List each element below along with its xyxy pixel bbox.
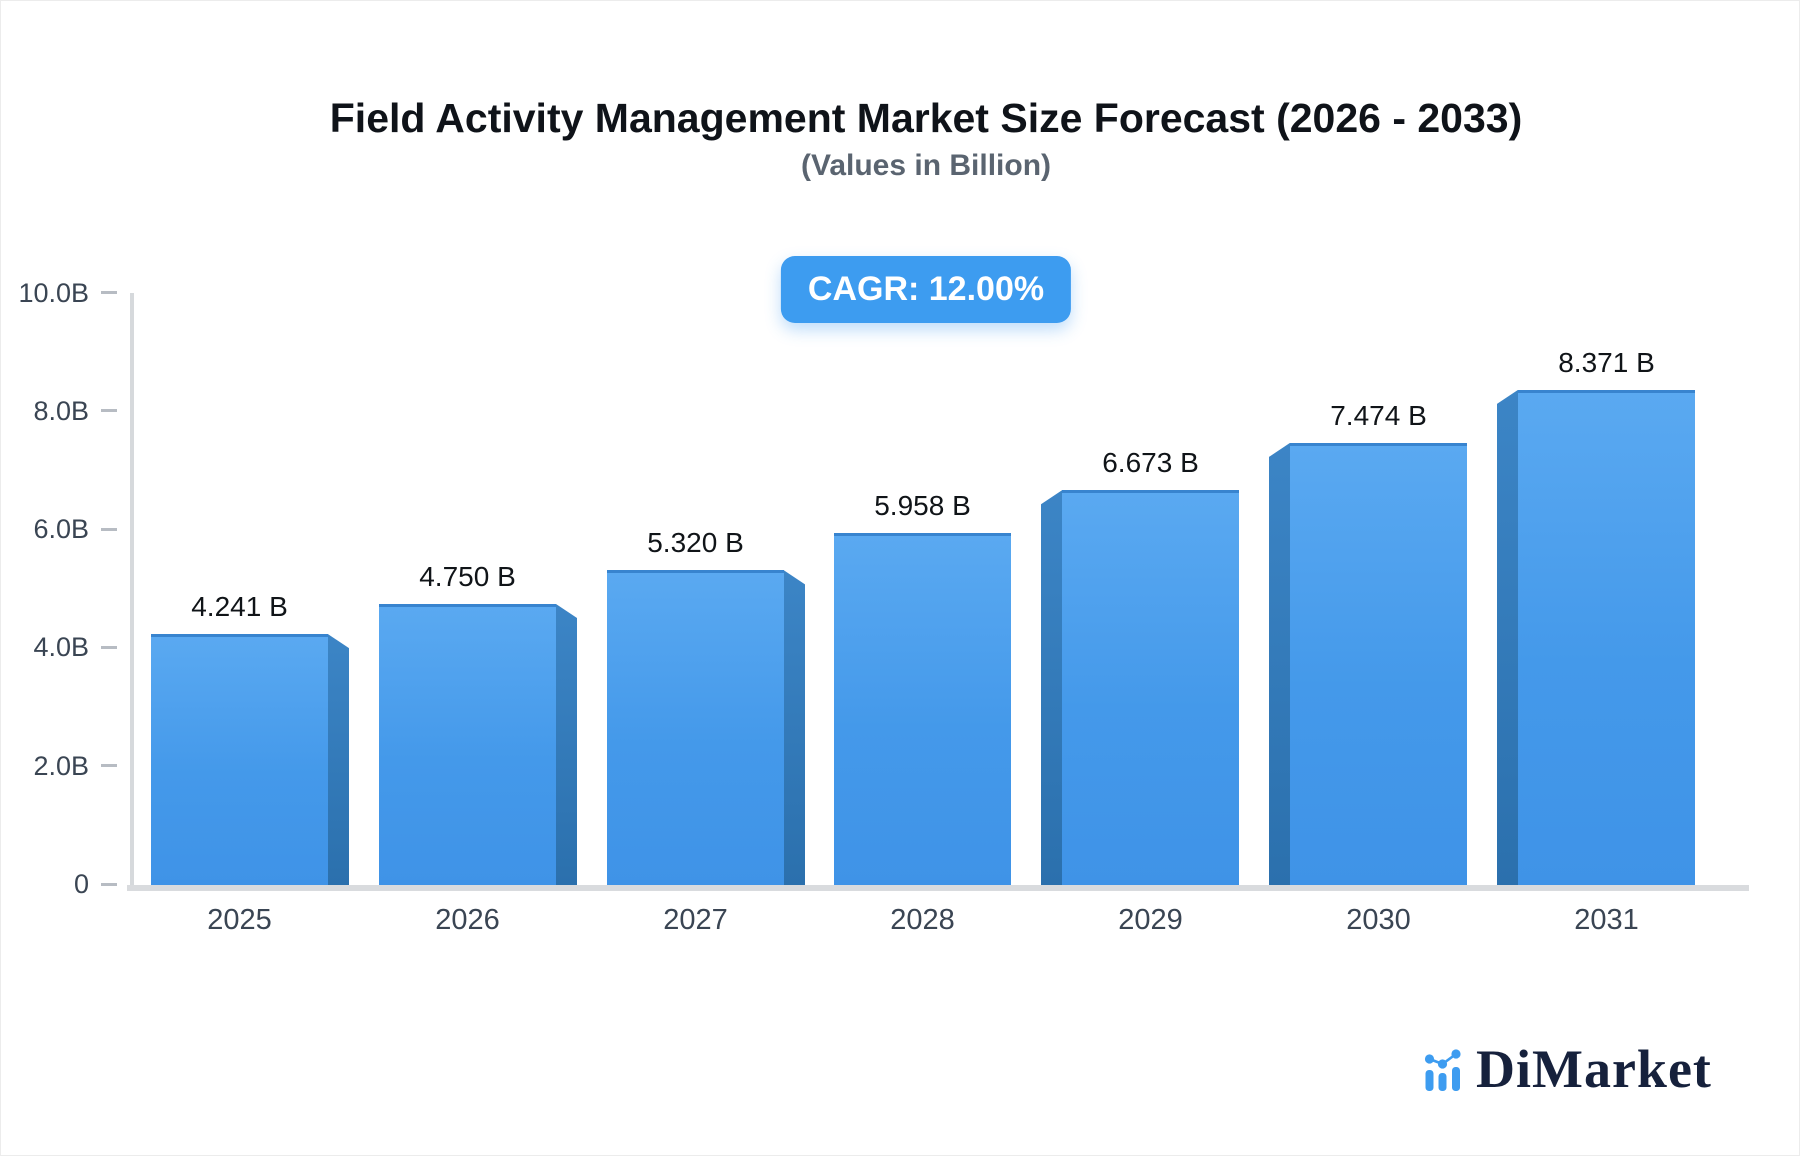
y-tick-label: 4.0B [33, 632, 89, 663]
bar [1062, 490, 1239, 885]
bar-side-face [556, 604, 577, 885]
bar-value-label: 8.371 B [1558, 346, 1655, 378]
bar [379, 604, 556, 885]
bar-value-label: 7.474 B [1330, 399, 1427, 431]
bar-value-label: 4.241 B [191, 591, 288, 623]
chart-title: Field Activity Management Market Size Fo… [329, 95, 1523, 141]
bar-side-face [1041, 490, 1062, 885]
bar-value-label: 5.320 B [647, 527, 744, 559]
x-axis-line [127, 885, 1749, 891]
x-category-label: 2028 [890, 904, 955, 936]
y-tick-mark [101, 645, 117, 649]
x-category-label: 2025 [207, 904, 272, 936]
bar [607, 570, 784, 885]
bar-side-face [784, 570, 805, 885]
y-tick-mark [101, 764, 117, 768]
bar-chart-logo-icon [1424, 1049, 1461, 1091]
x-category-label: 2026 [435, 904, 500, 936]
y-tick-label: 8.0B [33, 395, 89, 426]
y-tick-mark [101, 409, 117, 413]
y-tick-mark [101, 527, 117, 531]
x-category-label: 2030 [1346, 904, 1411, 936]
y-tick-label: 6.0B [33, 514, 89, 545]
bar-value-label: 4.750 B [419, 561, 516, 593]
bar-side-face [1269, 442, 1290, 885]
bar [1290, 442, 1467, 885]
bar [151, 634, 328, 885]
y-tick-label: 0 [73, 869, 89, 899]
bar-value-label: 5.958 B [874, 489, 971, 521]
bar [1518, 389, 1695, 885]
x-category-label: 2031 [1574, 904, 1639, 936]
cagr-badge: CAGR: 12.00% [780, 256, 1072, 323]
bar-side-face [1497, 389, 1518, 885]
bar [834, 532, 1011, 885]
x-category-label: 2027 [663, 904, 728, 936]
y-tick-label: 2.0B [33, 750, 89, 781]
y-tick-label: 10.0B [18, 277, 89, 308]
chart-subtitle: (Values in Billion) [800, 149, 1052, 182]
brand-logo: DiMarket [1422, 1039, 1712, 1099]
y-tick-mark [101, 882, 117, 886]
bar-value-label: 6.673 B [1102, 447, 1199, 479]
brand-name: DiMarket [1476, 1039, 1712, 1099]
x-category-label: 2029 [1118, 904, 1183, 936]
y-tick-mark [101, 291, 117, 294]
y-axis-line [130, 293, 134, 885]
bar-side-face [328, 634, 349, 885]
